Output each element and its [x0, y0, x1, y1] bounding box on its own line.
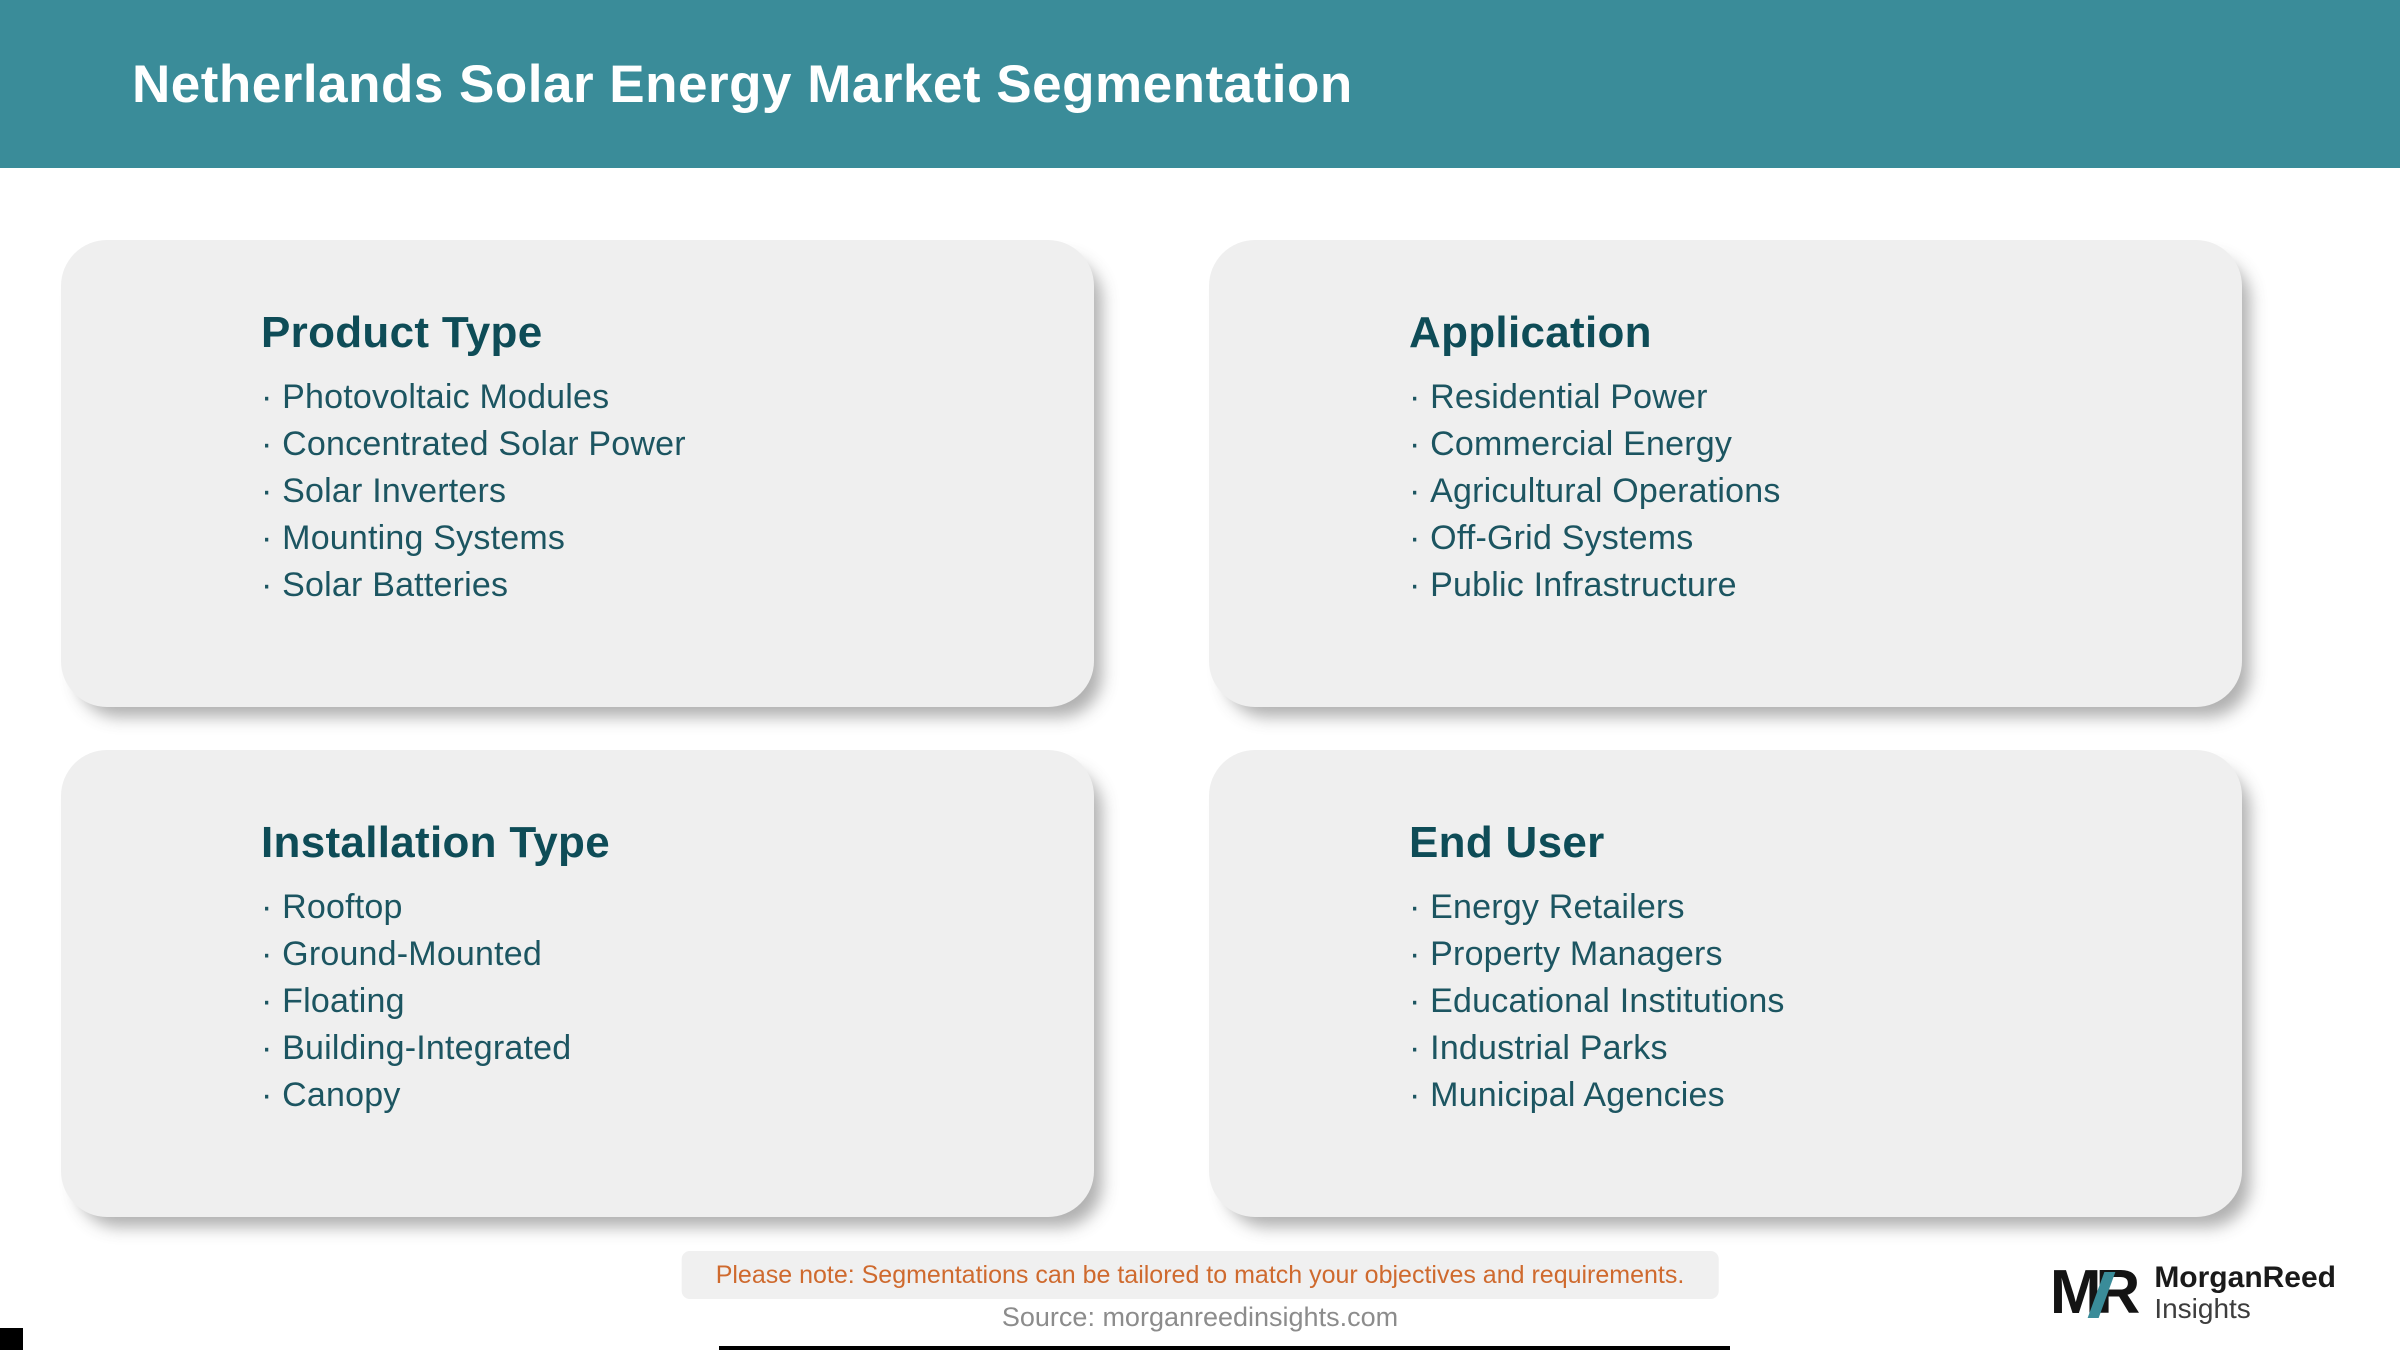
note-banner: Please note: Segmentations can be tailor…	[681, 1251, 1719, 1299]
brand-logo: MR MorganReed Insights	[2050, 1262, 2336, 1324]
card-list-end-user: Energy Retailers Property Managers Educa…	[1409, 884, 2192, 1119]
corner-artifact	[0, 1328, 23, 1350]
card-title-installation-type: Installation Type	[261, 818, 611, 867]
card-title-product-type: Product Type	[261, 308, 543, 357]
card-list-product-type: Photovoltaic Modules Concentrated Solar …	[261, 374, 1044, 609]
logo-subname: Insights	[2154, 1293, 2251, 1324]
list-item: Educational Institutions	[1409, 978, 2192, 1025]
list-item: Mounting Systems	[261, 515, 1044, 562]
list-item: Energy Retailers	[1409, 884, 2192, 931]
list-item: Residential Power	[1409, 374, 2192, 421]
list-item: Solar Batteries	[261, 562, 1044, 609]
list-item: Off-Grid Systems	[1409, 515, 2192, 562]
list-item: Property Managers	[1409, 931, 2192, 978]
list-item: Ground-Mounted	[261, 931, 1044, 978]
list-item: Concentrated Solar Power	[261, 421, 1044, 468]
list-item: Public Infrastructure	[1409, 562, 2192, 609]
list-item: Commercial Energy	[1409, 421, 2192, 468]
list-item: Canopy	[261, 1072, 1044, 1119]
list-item: Building-Integrated	[261, 1025, 1044, 1072]
note-text: Please note: Segmentations can be tailor…	[715, 1261, 1685, 1289]
header-banner: Netherlands Solar Energy Market Segmenta…	[0, 0, 2400, 168]
list-item: Agricultural Operations	[1409, 468, 2192, 515]
list-item: Photovoltaic Modules	[261, 374, 1044, 421]
list-item: Rooftop	[261, 884, 1044, 931]
card-list-installation-type: Rooftop Ground-Mounted Floating Building…	[261, 884, 1044, 1119]
card-end-user: End User Energy Retailers Property Manag…	[1209, 750, 2242, 1217]
logo-name: MorganReed	[2154, 1261, 2336, 1294]
page-title: Netherlands Solar Energy Market Segmenta…	[132, 54, 1353, 114]
mr-monogram-icon: MR	[2050, 1262, 2140, 1324]
card-list-application: Residential Power Commercial Energy Agri…	[1409, 374, 2192, 609]
list-item: Solar Inverters	[261, 468, 1044, 515]
bottom-line-artifact	[719, 1346, 1730, 1350]
logo-wordmark: MorganReed Insights	[2154, 1262, 2336, 1324]
card-product-type: Product Type Photovoltaic Modules Concen…	[61, 240, 1094, 707]
card-installation-type: Installation Type Rooftop Ground-Mounted…	[61, 750, 1094, 1217]
card-title-application: Application	[1409, 308, 1652, 357]
list-item: Municipal Agencies	[1409, 1072, 2192, 1119]
card-application: Application Residential Power Commercial…	[1209, 240, 2242, 707]
card-title-end-user: End User	[1409, 818, 1605, 867]
list-item: Industrial Parks	[1409, 1025, 2192, 1072]
list-item: Floating	[261, 978, 1044, 1025]
source-text: Source: morganreedinsights.com	[1001, 1302, 1399, 1332]
